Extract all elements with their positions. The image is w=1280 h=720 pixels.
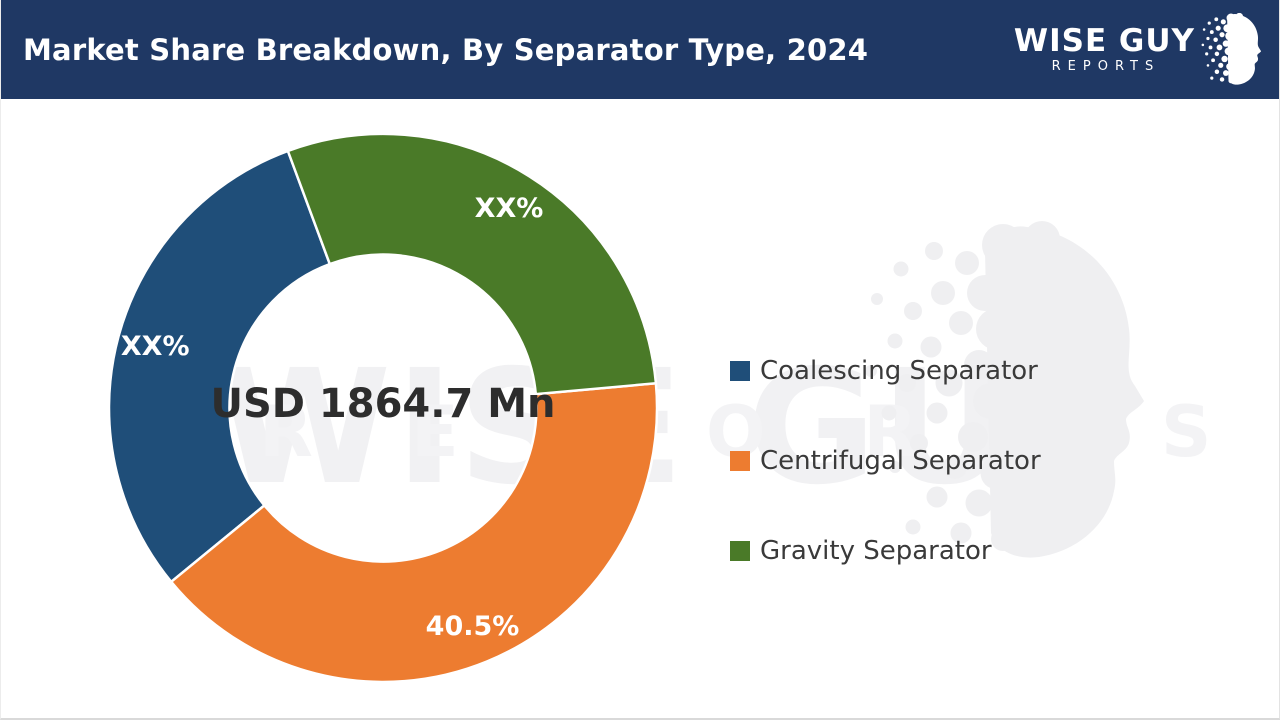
donut-center-value: USD 1864.7 Mn [210, 381, 556, 427]
chart-area: WISE GUY R E P O R T S XX% 40.5% XX% USD 1… [1, 99, 1279, 718]
legend-item-coalescing: Coalescing Separator [730, 356, 1041, 386]
donut-segment [286, 132, 658, 396]
segment-percpart-label: 40.5% [426, 611, 520, 642]
legend-swatch-gravity [730, 541, 750, 561]
donut-chart: XX% 40.5% XX% [107, 132, 659, 684]
donut-segment [107, 149, 332, 584]
legend-label: Coalescing Separator [760, 356, 1038, 386]
chart-legend: Coalescing Separator Centrifugal Separat… [730, 356, 1041, 631]
legend-label: Gravity Separator [760, 536, 992, 566]
donut-segment [169, 382, 659, 684]
segment-percpart-label: XX% [121, 331, 190, 362]
legend-label: Centrifugal Separator [760, 446, 1041, 476]
brand-subtitle: REPORTS [1051, 59, 1161, 74]
segment-percpart-label: XX% [475, 193, 544, 224]
brand-head-icon [1199, 12, 1263, 88]
brand-logo-text: WISE GUY REPORTS [1013, 23, 1195, 74]
header-bar: Market Share Breakdown, By Separator Typ… [1, 0, 1279, 99]
legend-item-gravity: Gravity Separator [730, 536, 1041, 566]
brand-logo: WISE GUY REPORTS [1014, 12, 1263, 88]
legend-swatch-coalescing [730, 361, 750, 381]
brand-name: WISE GUY [1013, 23, 1195, 59]
legend-item-centrifugal: Centrifugal Separator [730, 446, 1041, 476]
page-title: Market Share Breakdown, By Separator Typ… [23, 32, 869, 67]
legend-swatch-centrifugal [730, 451, 750, 471]
